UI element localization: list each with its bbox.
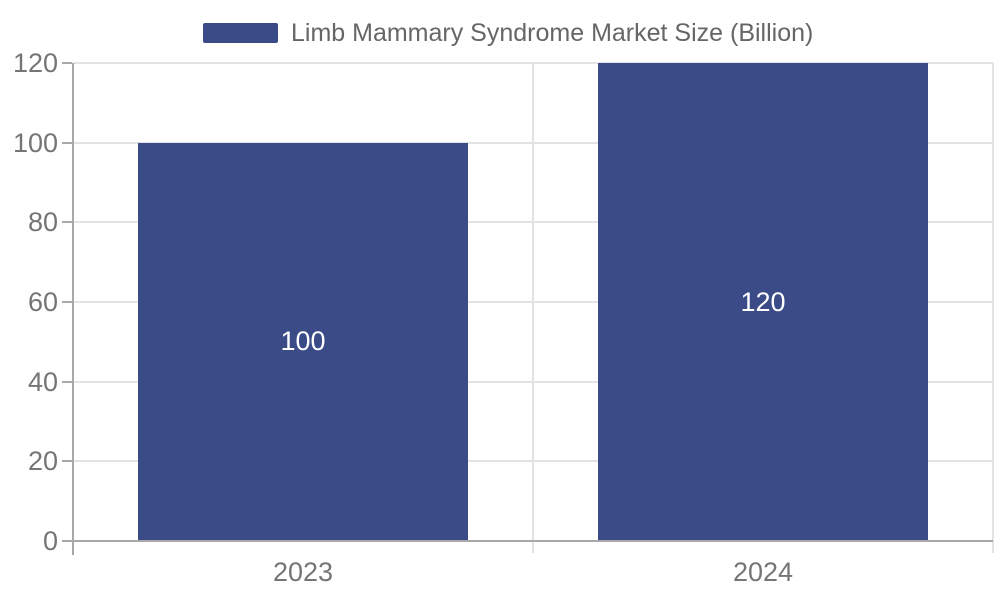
x-tick-label: 2024	[732, 557, 794, 587]
y-axis-line	[72, 63, 74, 555]
y-tick-label: 60	[27, 287, 58, 317]
bar-value-label: 100	[280, 326, 326, 357]
y-tick-mark	[62, 221, 72, 224]
v-gridline	[992, 63, 994, 553]
legend-item[interactable]: Limb Mammary Syndrome Market Size (Billi…	[203, 18, 813, 48]
y-tick-label: 40	[27, 366, 58, 397]
legend-swatch	[203, 23, 278, 43]
y-tick-label: 20	[27, 446, 58, 477]
bar-value-label: 120	[740, 286, 786, 317]
y-tick-mark	[62, 380, 72, 383]
x-axis-line	[73, 540, 993, 542]
y-tick-mark	[62, 460, 72, 463]
x-tick-label: 2023	[272, 557, 334, 587]
y-tick-mark	[62, 301, 72, 303]
y-tick-label: 0	[42, 526, 58, 556]
y-tick-label: 120	[12, 48, 58, 78]
y-tick-label: 80	[27, 207, 58, 238]
bar: 100	[138, 142, 468, 541]
y-tick-mark	[62, 141, 72, 144]
y-tick-label: 100	[12, 127, 58, 158]
y-tick-mark	[62, 62, 72, 64]
legend-label: Limb Mammary Syndrome Market Size (Billi…	[291, 18, 814, 47]
y-tick-mark	[62, 540, 72, 542]
v-gridline	[532, 63, 534, 553]
bar: 120	[598, 63, 928, 541]
